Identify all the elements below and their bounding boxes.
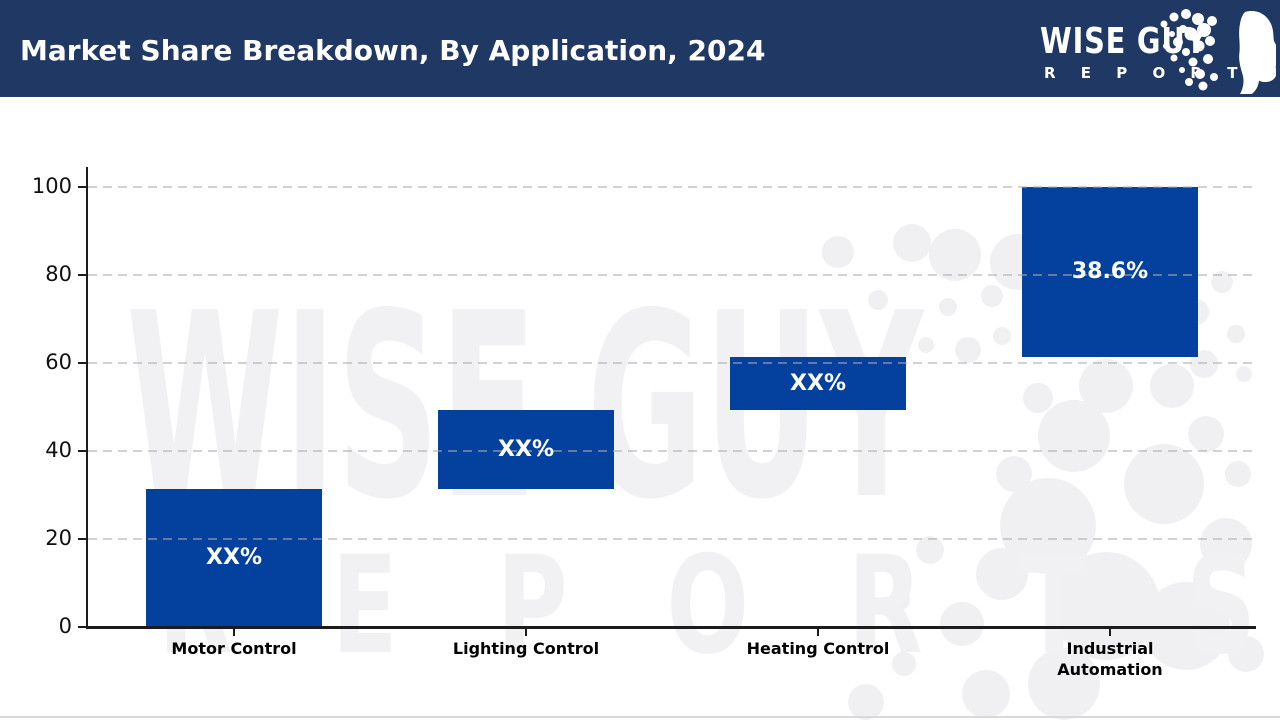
y-tick-mark bbox=[78, 538, 86, 540]
gridline-60 bbox=[88, 362, 1256, 364]
x-category-label: Motor Control bbox=[171, 639, 297, 658]
y-axis-line bbox=[86, 167, 88, 629]
y-tick-label: 0 bbox=[58, 614, 72, 638]
gridline-40 bbox=[88, 450, 1256, 452]
x-tick-mark bbox=[817, 629, 819, 636]
bar-value-label: XX% bbox=[498, 436, 554, 462]
y-tick-label: 100 bbox=[31, 174, 72, 198]
bar-value-label: 38.6% bbox=[1071, 259, 1149, 285]
bar-value-label: XX% bbox=[206, 545, 262, 571]
y-tick-label: 20 bbox=[45, 526, 72, 550]
watermark-subtext: R E P O R T S bbox=[158, 527, 1280, 684]
header: Market Share Breakdown, By Application, … bbox=[0, 0, 1280, 97]
gridline-80 bbox=[88, 274, 1256, 276]
bar-value-label: XX% bbox=[790, 370, 846, 396]
bar-motor-control bbox=[146, 488, 322, 627]
gridline-100 bbox=[88, 186, 1256, 188]
y-tick-label: 80 bbox=[45, 262, 72, 286]
x-category-label: Lighting Control bbox=[452, 639, 600, 658]
y-tick-mark bbox=[78, 186, 86, 188]
bottom-rule bbox=[0, 716, 1280, 718]
y-tick-mark bbox=[78, 362, 86, 364]
bar-heating-control bbox=[730, 356, 906, 411]
y-tick-label: 40 bbox=[45, 438, 72, 462]
y-tick-label: 60 bbox=[45, 350, 72, 374]
y-tick-mark bbox=[78, 450, 86, 452]
x-category-label: Heating Control bbox=[746, 639, 890, 658]
brand-logo: WISE GUY R E P O R T S bbox=[1036, 8, 1276, 94]
bar-lighting-control bbox=[438, 410, 614, 489]
x-tick-mark bbox=[233, 629, 235, 636]
x-axis-line bbox=[86, 626, 1256, 629]
bar-industrial-automation bbox=[1022, 187, 1198, 357]
y-tick-mark bbox=[78, 626, 86, 628]
wise-guy-face-icon bbox=[1160, 9, 1276, 94]
page-title: Market Share Breakdown, By Application, … bbox=[20, 34, 766, 67]
x-tick-mark bbox=[1109, 629, 1111, 636]
x-category-label: Industrial Automation bbox=[1057, 639, 1163, 679]
x-tick-mark bbox=[525, 629, 527, 636]
gridline-20 bbox=[88, 538, 1256, 540]
y-tick-mark bbox=[78, 274, 86, 276]
